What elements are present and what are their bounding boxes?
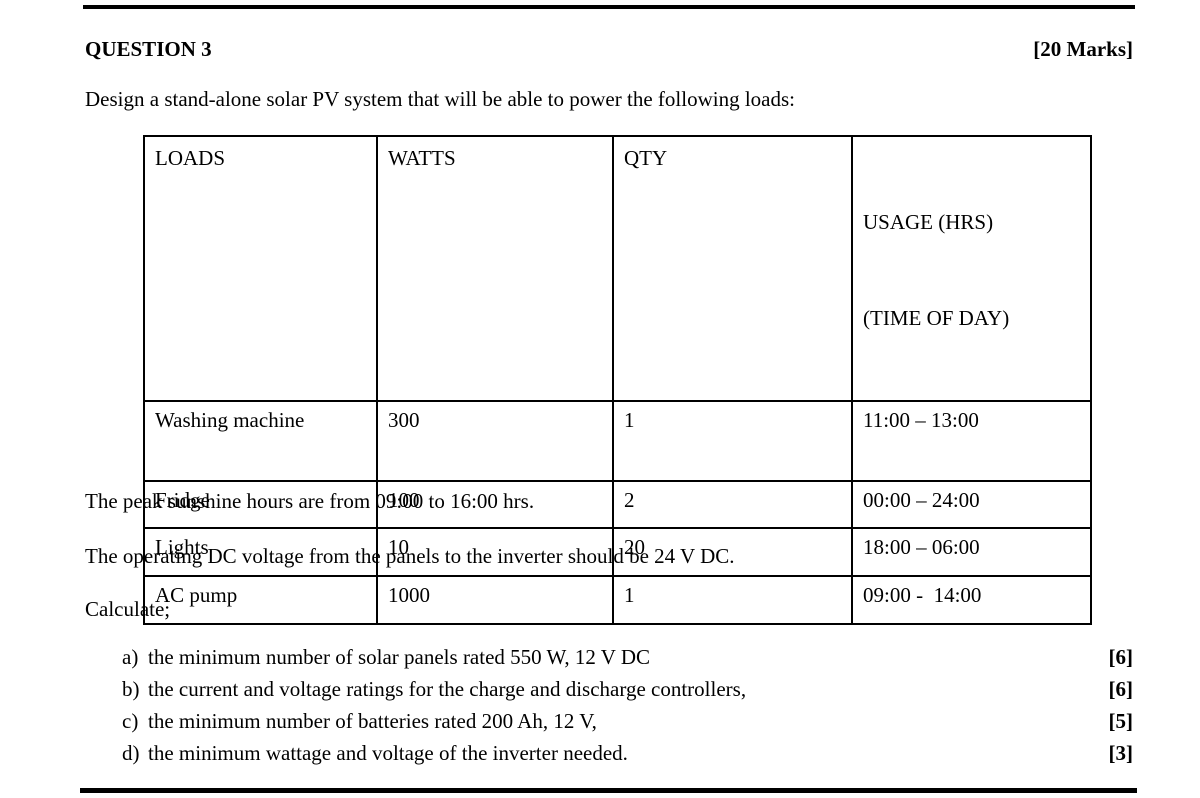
voltage-note: The operating DC voltage from the panels… [85, 544, 735, 568]
header-loads: LOADS [143, 135, 378, 402]
table-header-row: LOADS WATTS QTY USAGE (HRS) (TIME OF DAY… [143, 135, 1092, 402]
task-letter: d) [122, 741, 140, 765]
cell-watts: 300 [376, 400, 614, 482]
task-marks: [5] [1108, 709, 1134, 733]
cell-qty: 20 [612, 527, 853, 577]
task-marks: [6] [1108, 677, 1134, 701]
cell-watts: 100 [376, 480, 614, 529]
header-usage: USAGE (HRS) (TIME OF DAY) [851, 135, 1092, 402]
calculate-label: Calculate; [85, 597, 171, 621]
cell-usage: 09:00 - 14:00 [851, 575, 1092, 625]
task-item-b: b) the current and voltage ratings for t… [85, 676, 1133, 708]
cell-usage: 11:00 – 13:00 [851, 400, 1092, 482]
table-row: Fridge 100 2 00:00 – 24:00 [143, 480, 1092, 529]
table-row: Washing machine 300 1 11:00 – 13:00 [143, 400, 1092, 482]
question-title: QUESTION 3 [85, 37, 212, 61]
task-letter: b) [122, 677, 140, 701]
sunshine-note: The peak sunshine hours are from 09:00 t… [85, 489, 535, 513]
intro-text: Design a stand-alone solar PV system tha… [85, 87, 795, 111]
loads-table: LOADS WATTS QTY USAGE (HRS) (TIME OF DAY… [143, 135, 1092, 625]
cell-watts: 1000 [376, 575, 614, 625]
cell-watts: 10 [376, 527, 614, 577]
task-item-c: c) the minimum number of batteries rated… [85, 708, 1133, 740]
question-header: QUESTION 3 [20 Marks] [85, 36, 1133, 62]
cell-load: Washing machine [143, 400, 378, 482]
task-text: the minimum number of solar panels rated… [148, 645, 651, 669]
cell-usage: 18:00 – 06:00 [851, 527, 1092, 577]
task-marks: [6] [1108, 645, 1134, 669]
task-letter: a) [122, 645, 139, 669]
header-qty: QTY [612, 135, 853, 402]
task-item-a: a) the minimum number of solar panels ra… [85, 644, 1133, 676]
cell-usage: 00:00 – 24:00 [851, 480, 1092, 529]
header-usage-line2: (TIME OF DAY) [863, 306, 1010, 330]
cell-qty: 1 [612, 575, 853, 625]
task-list: a) the minimum number of solar panels ra… [85, 644, 1133, 772]
task-text: the minimum wattage and voltage of the i… [148, 741, 628, 765]
task-marks: [3] [1108, 741, 1134, 765]
task-text: the minimum number of batteries rated 20… [148, 709, 597, 733]
question-marks: [20 Marks] [1033, 37, 1133, 61]
cell-load: Lights [143, 527, 378, 577]
top-rule [83, 5, 1135, 9]
bottom-rule [80, 788, 1137, 793]
cell-qty: 2 [612, 480, 853, 529]
header-watts: WATTS [376, 135, 614, 402]
header-usage-line1: USAGE (HRS) [863, 210, 994, 234]
cell-load: Fridge [143, 480, 378, 529]
task-item-d: d) the minimum wattage and voltage of th… [85, 740, 1133, 772]
table-row: Lights 10 20 18:00 – 06:00 [143, 527, 1092, 577]
cell-qty: 1 [612, 400, 853, 482]
cell-load: AC pump [143, 575, 378, 625]
table-row: AC pump 1000 1 09:00 - 14:00 [143, 575, 1092, 625]
task-letter: c) [122, 709, 139, 733]
task-text: the current and voltage ratings for the … [148, 677, 747, 701]
